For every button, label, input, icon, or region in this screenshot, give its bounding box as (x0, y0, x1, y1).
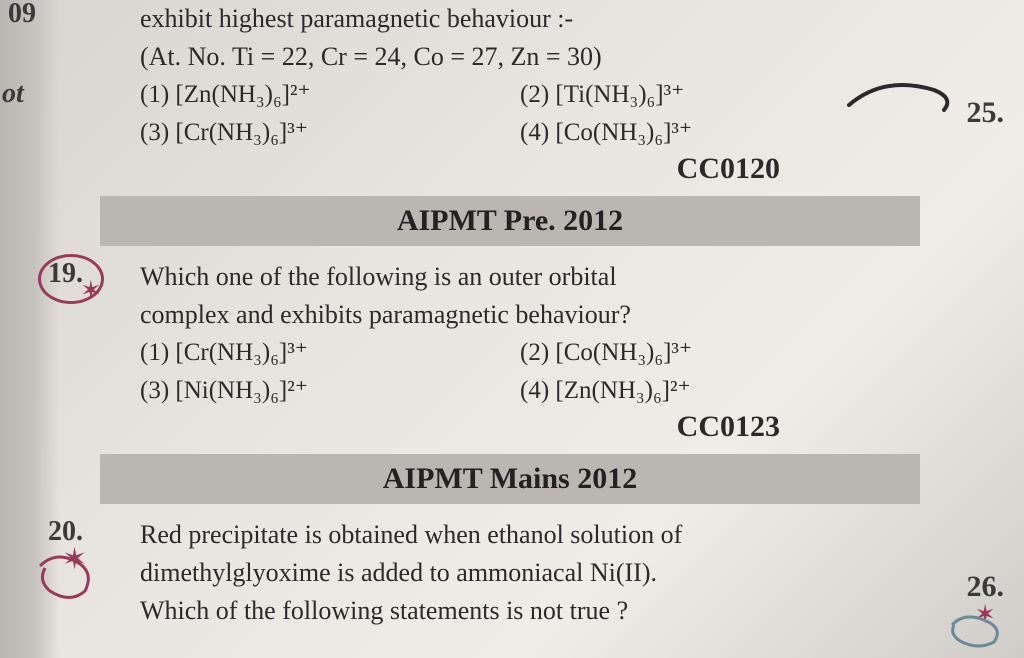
q19-block: Which one of the following is an outer o… (140, 258, 920, 444)
q19-options: (1) [Cr(NH₃)₆]³⁺ (2) [Co(NH₃)₆]³⁺ (3) [N… (140, 334, 900, 410)
right-qnum-25: 25. (967, 96, 1005, 130)
q19-opt-3: (3) [Ni(NH₃)₆]²⁺ (140, 372, 520, 410)
q20-block: Red precipitate is obtained when ethanol… (140, 516, 920, 630)
q19-number: 19. (48, 258, 83, 290)
page-root: 09 ot 25. exhibit highest paramagnetic b… (0, 0, 1024, 658)
q20-stem-line2: dimethylglyoxime is added to ammoniacal … (140, 554, 920, 592)
q20-row: 20. ✶ Red precipitate is obtained when e… (100, 516, 920, 630)
q20-scribble-icon (30, 546, 110, 606)
q18-opt-4: (4) [Co(NH₃)₆]³⁺ (520, 114, 900, 152)
banner-aipmt-pre-2012: AIPMT Pre. 2012 (100, 196, 920, 246)
q20-stem-line1: Red precipitate is obtained when ethanol… (140, 516, 920, 554)
q18-block: exhibit highest paramagnetic behaviour :… (140, 0, 920, 186)
q18-stem-line1: exhibit highest paramagnetic behaviour :… (140, 0, 920, 38)
left-fragment-09: 09 (8, 0, 36, 30)
q18-opt-3: (3) [Cr(NH₃)₆]³⁺ (140, 114, 520, 152)
q18-code: CC0120 (140, 152, 920, 186)
q19-opt-2: (2) [Co(NH₃)₆]³⁺ (520, 334, 900, 372)
q18-options: (1) [Zn(NH₃)₆]²⁺ (2) [Ti(NH₃)₆]³⁺ (3) [C… (140, 76, 900, 152)
q26-scribble-icon (944, 610, 1014, 650)
q19-opt-4: (4) [Zn(NH₃)₆]²⁺ (520, 372, 900, 410)
left-fragment-ot: ot (2, 78, 24, 110)
q19-stem-line1: Which one of the following is an outer o… (140, 258, 920, 296)
q19-opt-1: (1) [Cr(NH₃)₆]³⁺ (140, 334, 520, 372)
q18-opt-2: (2) [Ti(NH₃)₆]³⁺ (520, 76, 900, 114)
banner-aipmt-mains-2012: AIPMT Mains 2012 (100, 454, 920, 504)
q18-stem-line2: (At. No. Ti = 22, Cr = 24, Co = 27, Zn =… (140, 38, 920, 76)
right-qnum-26: 26. (967, 570, 1005, 604)
q18-opt-1: (1) [Zn(NH₃)₆]²⁺ (140, 76, 520, 114)
q19-star-icon: ✶ (80, 276, 102, 306)
content-area: exhibit highest paramagnetic behaviour :… (100, 0, 920, 630)
q19-row: 19. ✶ Which one of the following is an o… (100, 258, 920, 444)
q19-code: CC0123 (140, 410, 920, 444)
q19-stem-line2: complex and exhibits paramagnetic behavi… (140, 296, 920, 334)
q20-stem-line3: Which of the following statements is not… (140, 592, 920, 630)
